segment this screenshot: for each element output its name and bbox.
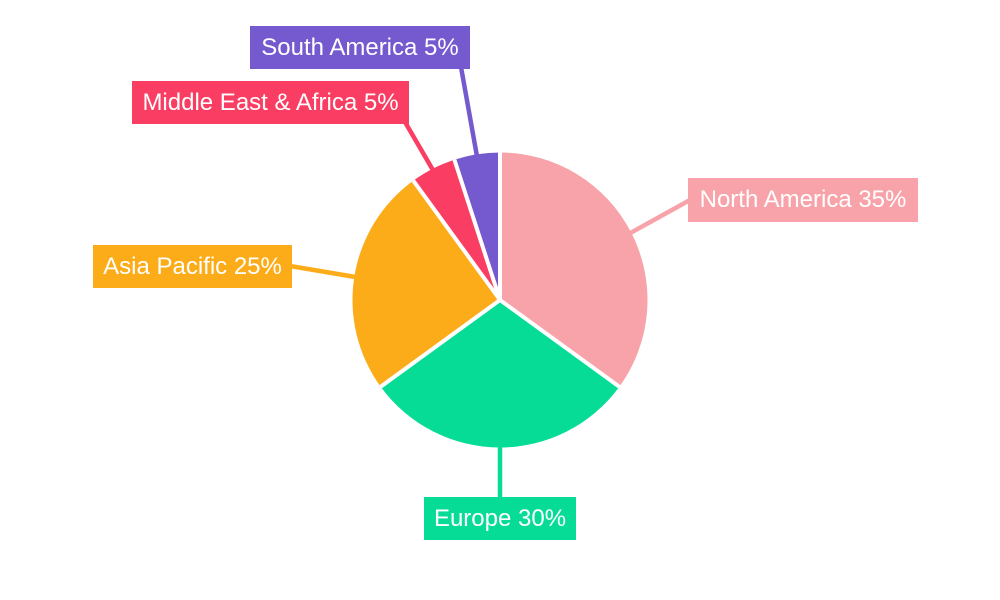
- callout-label-middle-east-africa: Middle East & Africa 5%: [132, 81, 409, 124]
- slice-gap-2: [411, 179, 502, 302]
- pie-slice-asia-pacific[interactable]: [352, 180, 500, 387]
- slice-gap-1: [379, 298, 502, 389]
- pie-slice-middle-east-and-africa[interactable]: [413, 159, 500, 300]
- slice-gap-3: [452, 159, 502, 301]
- callout-label-south-america: South America 5%: [250, 26, 470, 69]
- callout-label-north-america: North America 35%: [688, 178, 918, 222]
- pie-slice-north-america[interactable]: [500, 152, 648, 387]
- pie-slice-europe[interactable]: [380, 300, 620, 448]
- callout-label-europe: Europe 30%: [424, 497, 576, 540]
- callout-label-asia-pacific: Asia Pacific 25%: [93, 245, 292, 288]
- leader-line-south-america: [458, 66, 482, 170]
- slice-gap-0: [498, 298, 621, 389]
